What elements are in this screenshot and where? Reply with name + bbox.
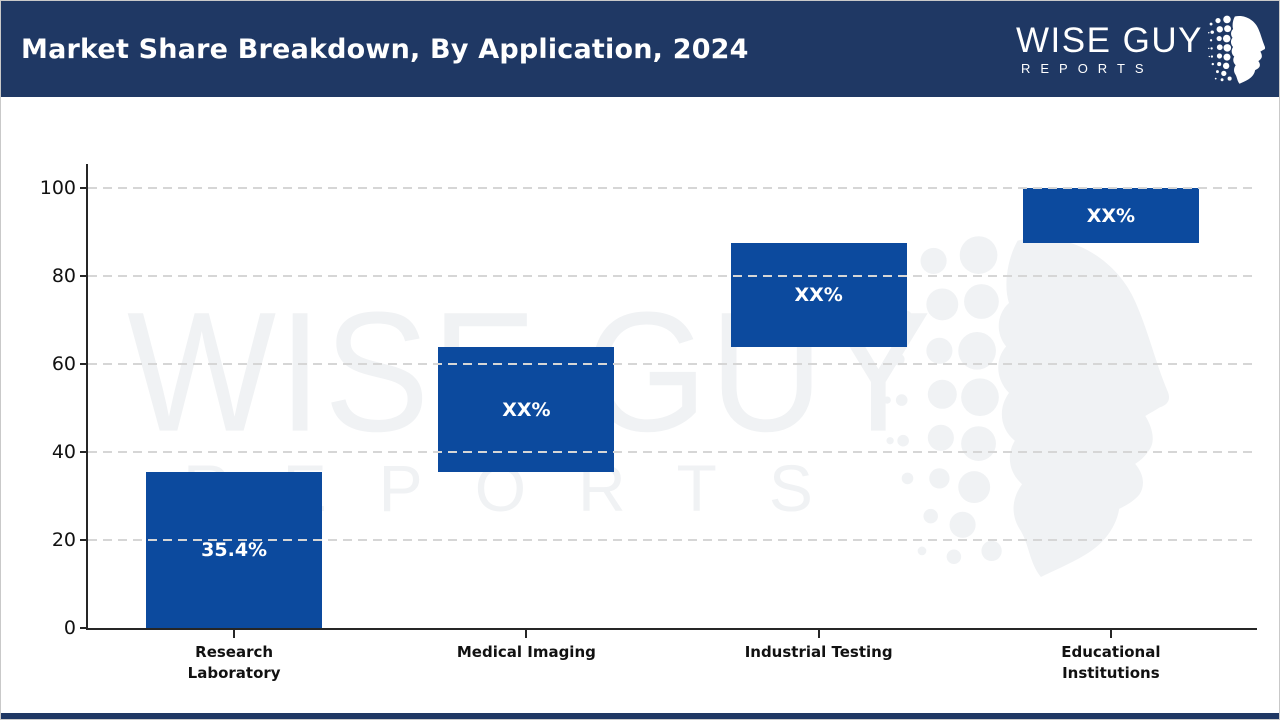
y-tick-0 xyxy=(80,627,88,629)
x-tick-medical-imaging xyxy=(525,630,528,638)
y-tick-80 xyxy=(80,275,88,277)
gridline-20 xyxy=(88,539,1257,541)
x-category-label-medical-imaging: Medical Imaging xyxy=(457,642,596,663)
y-tick-label-0: 0 xyxy=(63,617,76,639)
y-tick-20 xyxy=(80,539,88,541)
wiseguy-logo: WISE GUY REPORTS xyxy=(1016,9,1265,89)
bar-value-label-educational-institutions: XX% xyxy=(1086,204,1136,227)
bar-research-laboratory: 35.4% xyxy=(146,472,323,628)
x-tick-research-laboratory xyxy=(233,630,236,638)
gridline-60 xyxy=(88,363,1257,365)
y-axis xyxy=(86,164,88,630)
bar-value-label-industrial-testing: XX% xyxy=(794,283,843,306)
x-category-label-line: Industrial Testing xyxy=(744,643,893,661)
y-tick-label-100: 100 xyxy=(39,177,76,199)
x-category-label-line: Educational xyxy=(1061,643,1161,661)
gridline-40 xyxy=(88,451,1257,453)
logo-text: WISE GUY REPORTS xyxy=(1016,23,1203,76)
x-category-label-research-laboratory: Research Laboratory xyxy=(188,642,281,684)
footer-strip xyxy=(1,713,1279,719)
gridline-80 xyxy=(88,275,1257,277)
y-tick-label-80: 80 xyxy=(51,265,76,287)
bar-industrial-testing: XX% xyxy=(730,243,907,347)
y-tick-40 xyxy=(80,451,88,453)
bar-value-label-medical-imaging: XX% xyxy=(502,398,551,421)
y-tick-label-20: 20 xyxy=(51,529,76,551)
x-category-label-line: Medical Imaging xyxy=(456,643,596,661)
x-tick-educational-institutions xyxy=(1109,630,1112,638)
x-category-label-educational-institutions: Educational Institutions xyxy=(1061,642,1160,684)
y-tick-100 xyxy=(80,187,88,189)
gridline-100 xyxy=(88,187,1257,189)
page-title: Market Share Breakdown, By Application, … xyxy=(21,33,749,65)
logo-wordmark: WISE GUY xyxy=(1015,20,1203,60)
bar-medical-imaging: XX% xyxy=(438,346,615,473)
bar-value-label-research-laboratory: 35.4% xyxy=(201,539,268,562)
y-tick-60 xyxy=(80,363,88,365)
x-category-label-line: Laboratory xyxy=(187,664,281,682)
x-tick-industrial-testing xyxy=(817,630,820,638)
bar-educational-institutions: XX% xyxy=(1022,188,1199,243)
x-axis xyxy=(88,628,1257,630)
x-category-label-line: Research xyxy=(195,643,274,661)
logo-subtitle: REPORTS xyxy=(1020,60,1154,76)
x-category-label-line: Institutions xyxy=(1062,664,1160,682)
y-tick-label-40: 40 xyxy=(51,441,76,463)
header: Market Share Breakdown, By Application, … xyxy=(1,1,1279,97)
y-tick-label-60: 60 xyxy=(51,353,76,375)
x-category-label-industrial-testing: Industrial Testing xyxy=(745,642,893,663)
